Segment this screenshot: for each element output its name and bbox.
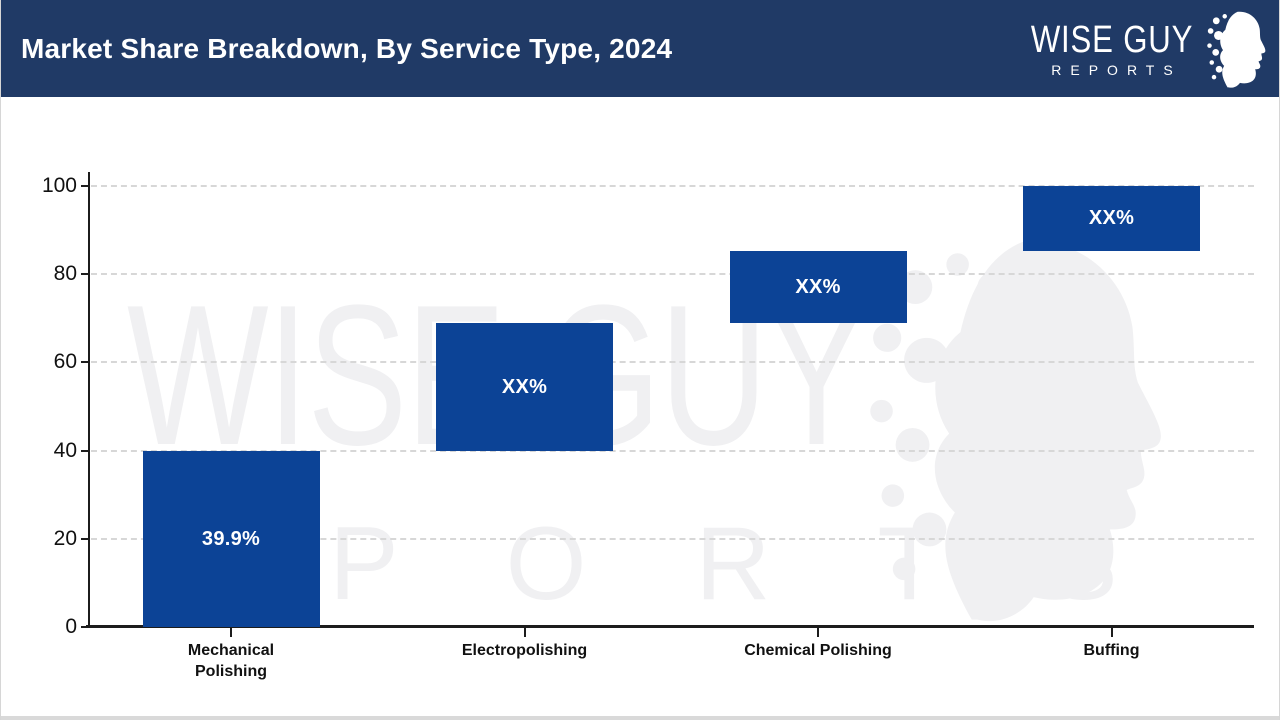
- y-axis-tick-20: [81, 537, 89, 540]
- y-axis-tick-60: [81, 361, 89, 364]
- y-axis: [88, 172, 90, 628]
- brand-subname: REPORTS: [1051, 61, 1182, 78]
- bar-value-label: XX%: [795, 275, 841, 298]
- brand-wordmark: WISE GUY REPORTS: [1013, 21, 1211, 77]
- header-bar: Market Share Breakdown, By Service Type,…: [1, 0, 1279, 97]
- brand-face-icon: [1207, 11, 1266, 88]
- y-tick-label-60: 60: [53, 350, 77, 374]
- bar-chemical-polishing: XX%: [729, 251, 907, 324]
- bar-buffing: XX%: [1023, 186, 1200, 252]
- gridline-80: [91, 273, 1254, 276]
- bar-mechanical-polishing: 39.9%: [142, 451, 320, 627]
- gridline-60: [91, 361, 1254, 364]
- y-axis-tick-40: [81, 449, 89, 452]
- x-tick-label-0: Mechanical Polishing: [187, 642, 275, 680]
- x-tick-label-2: Chemical Polishing: [744, 642, 892, 659]
- gridline-100: [91, 185, 1254, 187]
- x-axis-tick-0: [230, 628, 232, 637]
- bottom-border: [1, 716, 1279, 720]
- y-tick-label-20: 20: [53, 526, 77, 550]
- y-axis-tick-100: [81, 185, 89, 187]
- x-tick-label-1: Electropolishing: [461, 642, 588, 659]
- gridline-40: [91, 449, 1254, 452]
- bar-value-label: XX%: [1088, 207, 1135, 230]
- bar-value-label: XX%: [501, 375, 548, 398]
- y-tick-label-80: 80: [53, 262, 77, 286]
- x-tick-label-3: Buffing: [1083, 642, 1140, 659]
- y-axis-tick-0: [81, 626, 89, 628]
- gridline-20: [91, 537, 1254, 540]
- brand-logo: WISE GUY REPORTS: [1013, 9, 1267, 89]
- y-tick-label-100: 100: [41, 174, 77, 197]
- y-tick-label-40: 40: [53, 438, 77, 462]
- brand-name: WISE GUY: [1030, 18, 1194, 61]
- x-axis: [86, 625, 1254, 628]
- x-axis-tick-3: [1110, 628, 1113, 637]
- x-axis-tick-1: [523, 628, 526, 637]
- y-axis-tick-80: [81, 273, 89, 276]
- bar-value-label: 39.9%: [201, 527, 261, 550]
- x-axis-tick-2: [817, 628, 819, 637]
- y-tick-label-0: 0: [65, 615, 77, 638]
- bar-electropolishing: XX%: [436, 323, 613, 452]
- chart-title: Market Share Breakdown, By Service Type,…: [21, 32, 673, 64]
